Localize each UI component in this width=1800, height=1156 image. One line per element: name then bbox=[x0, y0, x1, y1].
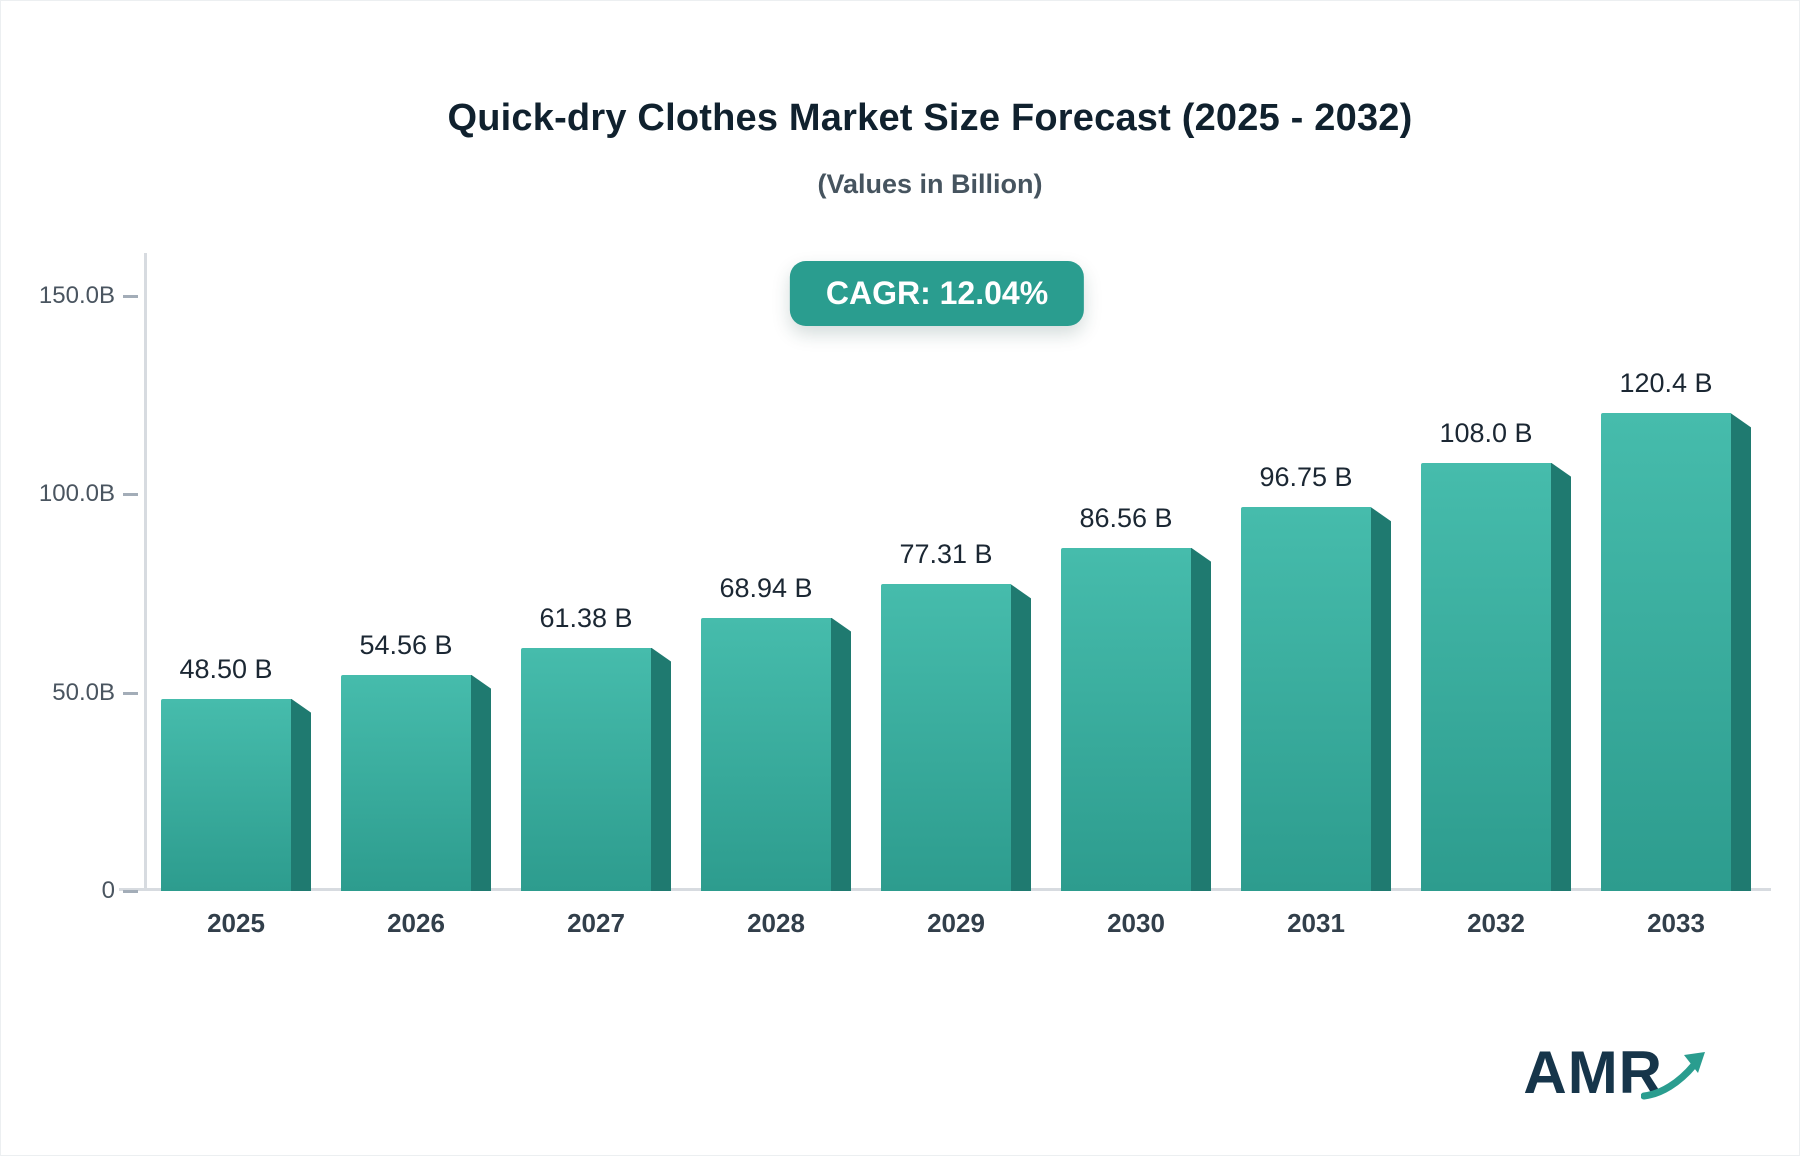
y-tick-label: 0 bbox=[101, 877, 115, 904]
chart-title: Quick-dry Clothes Market Size Forecast (… bbox=[447, 97, 1413, 139]
bar-side-face bbox=[471, 674, 491, 891]
bar-value-label: 120.4 B bbox=[1619, 368, 1713, 399]
y-axis-line bbox=[144, 253, 147, 891]
bar-slot: 54.56 B bbox=[326, 296, 506, 891]
y-tick-label: 150.0B bbox=[38, 282, 115, 309]
bar-slot: 77.31 B bbox=[866, 296, 1046, 891]
y-tick-mark bbox=[123, 493, 138, 497]
bar bbox=[1601, 413, 1731, 891]
x-axis-label: 2032 bbox=[1467, 908, 1525, 938]
bar-value-label: 86.56 B bbox=[1079, 502, 1173, 533]
cagr-badge: CAGR: 12.04% bbox=[789, 261, 1085, 326]
x-axis-label: 2033 bbox=[1647, 908, 1705, 938]
plot-area: 48.50 B 54.56 B 61.38 B 68.94 B 77.31 B 86.56… bbox=[146, 296, 1766, 891]
x-axis-label: 2028 bbox=[747, 908, 805, 938]
bar-value-label: 54.56 B bbox=[359, 629, 453, 660]
bar-value-label: 77.31 B bbox=[899, 539, 993, 570]
bar bbox=[1061, 547, 1191, 891]
x-axis-label: 2027 bbox=[567, 908, 625, 938]
bar-side-face bbox=[1551, 462, 1571, 891]
bar-slot: 108.0 B bbox=[1406, 296, 1586, 891]
amr-logo: AMR bbox=[1523, 1038, 1707, 1107]
chart-subtitle: (Values in Billion) bbox=[817, 169, 1043, 199]
bar bbox=[341, 674, 471, 891]
bar-value-label: 96.75 B bbox=[1259, 462, 1353, 493]
bar-side-face bbox=[291, 698, 311, 891]
y-tick-label: 50.0B bbox=[52, 678, 115, 706]
bar bbox=[521, 647, 651, 891]
bar-value-label: 108.0 B bbox=[1439, 417, 1533, 448]
bar bbox=[161, 698, 291, 891]
bar bbox=[881, 584, 1011, 891]
y-tick-mark bbox=[123, 295, 138, 298]
y-tick-mark bbox=[123, 691, 138, 695]
bar-slot: 86.56 B bbox=[1046, 296, 1226, 891]
x-axis-label: 2030 bbox=[1107, 908, 1165, 938]
y-tick-label: 100.0B bbox=[38, 480, 115, 508]
bar-side-face bbox=[1011, 584, 1031, 891]
bar-value-label: 68.94 B bbox=[719, 572, 813, 603]
bar-side-face bbox=[1731, 413, 1751, 891]
bar-side-face bbox=[1371, 507, 1391, 891]
x-axis-label: 2025 bbox=[207, 908, 265, 938]
x-axis-label: 2026 bbox=[387, 908, 445, 938]
bar-slot: 120.4 B bbox=[1586, 296, 1766, 891]
bar bbox=[1421, 462, 1551, 891]
x-axis-label: 2029 bbox=[927, 908, 985, 938]
bar-slot: 68.94 B bbox=[686, 296, 866, 891]
amr-logo-text: AMR bbox=[1523, 1039, 1663, 1106]
bar bbox=[1241, 507, 1371, 891]
y-tick-mark bbox=[123, 890, 138, 893]
bar-slot: 48.50 B bbox=[146, 296, 326, 891]
bar-side-face bbox=[651, 647, 671, 891]
bar-side-face bbox=[1191, 547, 1211, 891]
x-axis-label: 2031 bbox=[1287, 908, 1345, 938]
bar-slot: 96.75 B bbox=[1226, 296, 1406, 891]
trend-up-arrow-icon bbox=[1641, 1051, 1705, 1099]
bar-value-label: 48.50 B bbox=[179, 653, 273, 684]
x-axis-labels: 2025 2026 2027 2028 2029 2030 2031 2032 2033 bbox=[146, 908, 1766, 939]
bar-slot: 61.38 B bbox=[506, 296, 686, 891]
bar-side-face bbox=[831, 617, 851, 891]
bar-value-label: 61.38 B bbox=[539, 602, 633, 633]
bar bbox=[701, 617, 831, 891]
